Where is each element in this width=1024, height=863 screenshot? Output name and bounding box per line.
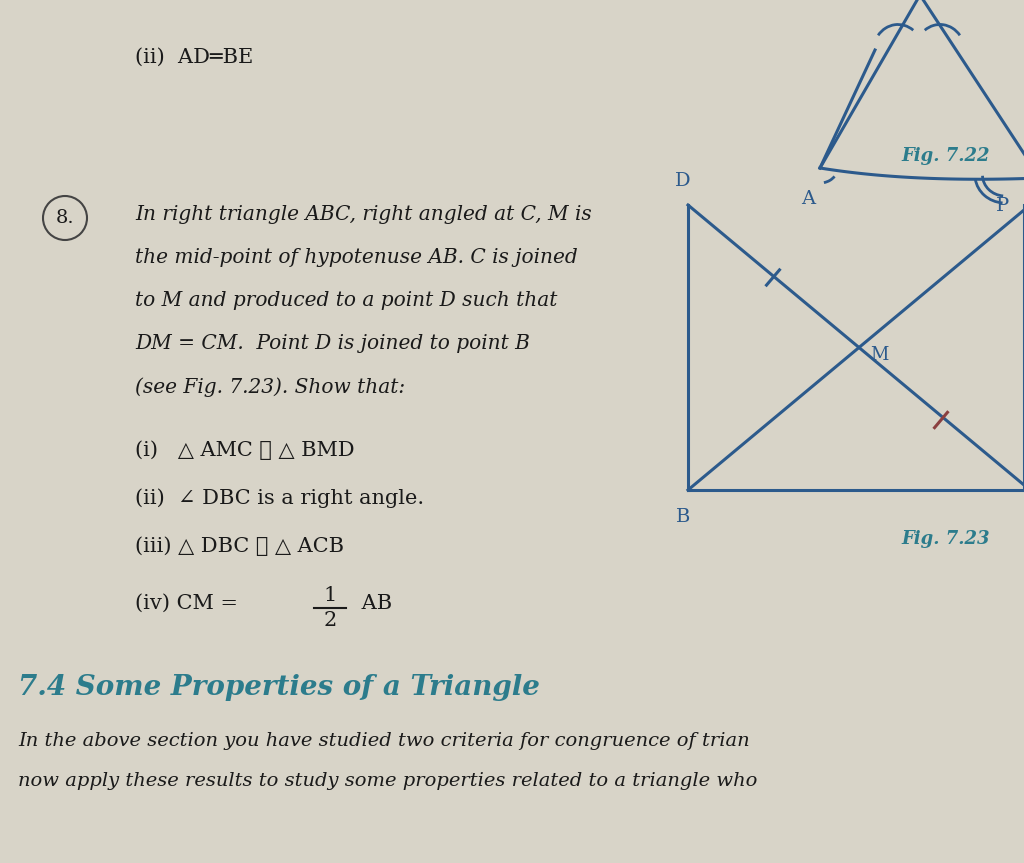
- Text: D: D: [675, 172, 691, 190]
- Text: (ii)  AD═BE: (ii) AD═BE: [135, 48, 253, 67]
- Text: (see Fig. 7.23). Show that:: (see Fig. 7.23). Show that:: [135, 377, 406, 397]
- Text: AB: AB: [355, 594, 392, 613]
- Text: (iv) CM =: (iv) CM =: [135, 594, 245, 613]
- Text: In the above section you have studied two criteria for congruence of trian: In the above section you have studied tw…: [18, 732, 750, 750]
- Text: (iii) △ DBC ≅ △ ACB: (iii) △ DBC ≅ △ ACB: [135, 536, 344, 556]
- Text: 1: 1: [324, 586, 337, 605]
- Text: 2: 2: [324, 611, 337, 630]
- Text: now apply these results to study some properties related to a triangle who: now apply these results to study some pr…: [18, 772, 758, 790]
- Text: A: A: [801, 190, 815, 208]
- Text: 7.4 Some Properties of a Triangle: 7.4 Some Properties of a Triangle: [18, 674, 540, 701]
- Text: B: B: [676, 508, 690, 526]
- Text: P: P: [996, 197, 1010, 215]
- Text: DM = CM.  Point D is joined to point B: DM = CM. Point D is joined to point B: [135, 334, 529, 353]
- Text: Fig. 7.23: Fig. 7.23: [901, 530, 990, 548]
- Text: Fig. 7.22: Fig. 7.22: [901, 147, 990, 165]
- Text: 8.: 8.: [55, 209, 75, 227]
- Text: the mid-point of hypotenuse AB. C is joined: the mid-point of hypotenuse AB. C is joi…: [135, 248, 578, 267]
- Text: (i)   △ AMC ≅ △ BMD: (i) △ AMC ≅ △ BMD: [135, 440, 354, 460]
- Text: to M and produced to a point D such that: to M and produced to a point D such that: [135, 291, 557, 310]
- Text: M: M: [870, 346, 889, 364]
- Text: (ii)  ∠ DBC is a right angle.: (ii) ∠ DBC is a right angle.: [135, 488, 424, 507]
- Text: In right triangle ABC, right angled at C, M is: In right triangle ABC, right angled at C…: [135, 205, 592, 224]
